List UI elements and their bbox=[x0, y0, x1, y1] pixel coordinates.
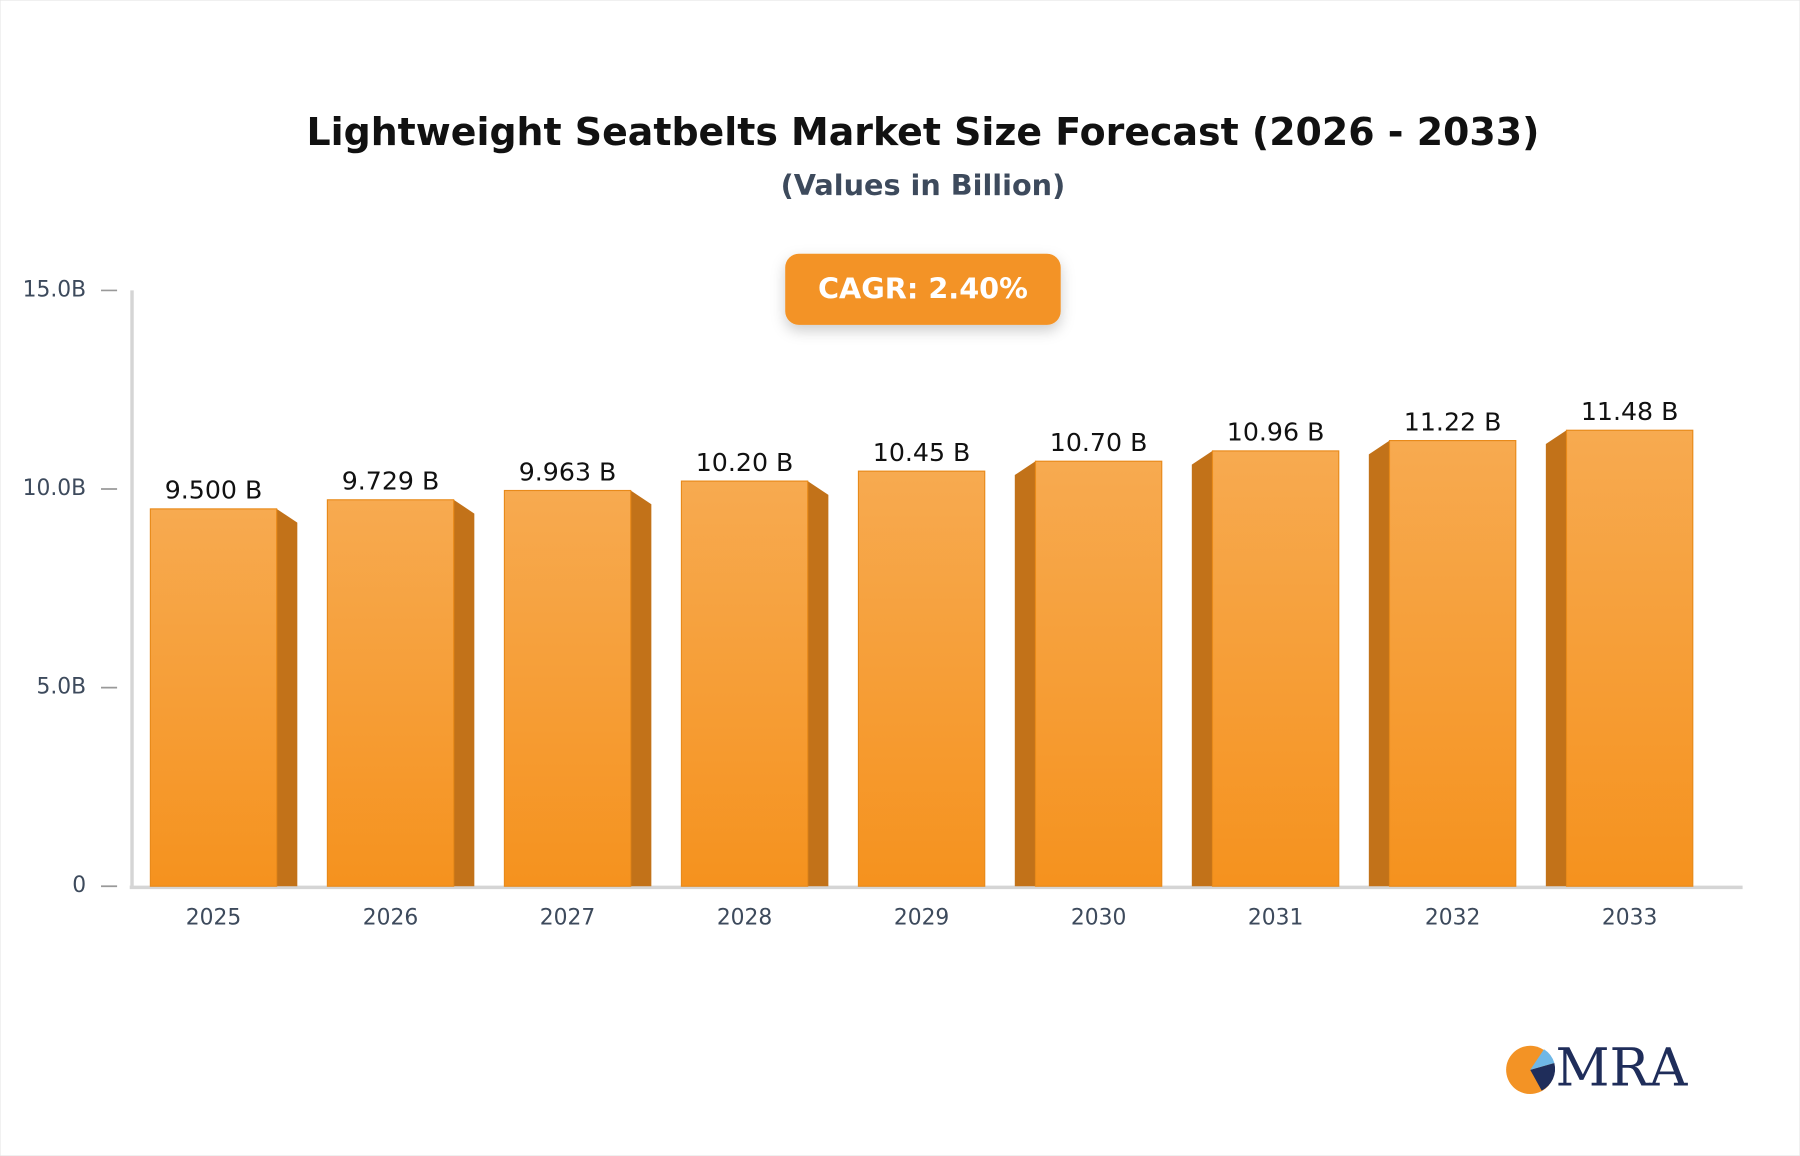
y-tick-label: 10.0B bbox=[23, 476, 87, 501]
bar-side bbox=[453, 499, 475, 887]
value-label: 11.22 B bbox=[1404, 407, 1502, 436]
logo-text: MRA bbox=[1555, 1038, 1688, 1099]
value-label: 10.70 B bbox=[1050, 428, 1148, 457]
x-tick-label: 2029 bbox=[894, 905, 949, 930]
cagr-badge bbox=[785, 253, 1061, 325]
bar-side bbox=[807, 481, 829, 887]
y-tick-label: 0 bbox=[72, 873, 86, 898]
bar bbox=[1565, 429, 1694, 887]
bar-side bbox=[1545, 430, 1567, 887]
bar bbox=[503, 489, 632, 887]
bar bbox=[680, 480, 809, 887]
chart-subtitle: (Values in Billion) bbox=[781, 168, 1066, 202]
bar bbox=[1388, 440, 1517, 887]
x-tick-label: 2032 bbox=[1425, 905, 1480, 930]
value-label: 10.20 B bbox=[696, 448, 794, 477]
value-label: 11.48 B bbox=[1581, 397, 1679, 426]
x-tick-label: 2033 bbox=[1602, 905, 1657, 930]
chart-title: Lightweight Seatbelts Market Size Foreca… bbox=[306, 110, 1539, 154]
cagr-label: CAGR: 2.40% bbox=[818, 271, 1028, 305]
logo: MRA bbox=[1506, 1038, 1688, 1099]
value-label: 9.963 B bbox=[519, 457, 617, 486]
x-tick-label: 2028 bbox=[717, 905, 772, 930]
x-tick-label: 2026 bbox=[363, 905, 418, 930]
y-tick-label: 15.0B bbox=[23, 277, 87, 302]
value-label: 10.96 B bbox=[1227, 418, 1325, 447]
logo-icon-slice bbox=[1530, 1063, 1556, 1091]
bar-side bbox=[276, 508, 298, 887]
x-tick-label: 2027 bbox=[540, 905, 595, 930]
bar bbox=[1211, 450, 1340, 887]
bar-side bbox=[630, 490, 652, 887]
value-label: 9.729 B bbox=[342, 467, 440, 496]
x-tick-label: 2030 bbox=[1071, 905, 1126, 930]
x-tick-label: 2025 bbox=[186, 905, 241, 930]
bar bbox=[857, 470, 986, 887]
bar bbox=[1034, 460, 1163, 887]
value-label: 10.45 B bbox=[873, 438, 971, 467]
bar bbox=[149, 508, 278, 887]
bar-side bbox=[1191, 450, 1213, 887]
bar-side bbox=[1014, 461, 1036, 887]
bar-side bbox=[1368, 440, 1390, 887]
x-tick-label: 2031 bbox=[1248, 905, 1303, 930]
bar bbox=[326, 499, 455, 887]
y-tick-label: 5.0B bbox=[36, 675, 86, 700]
value-label: 9.500 B bbox=[165, 476, 263, 505]
